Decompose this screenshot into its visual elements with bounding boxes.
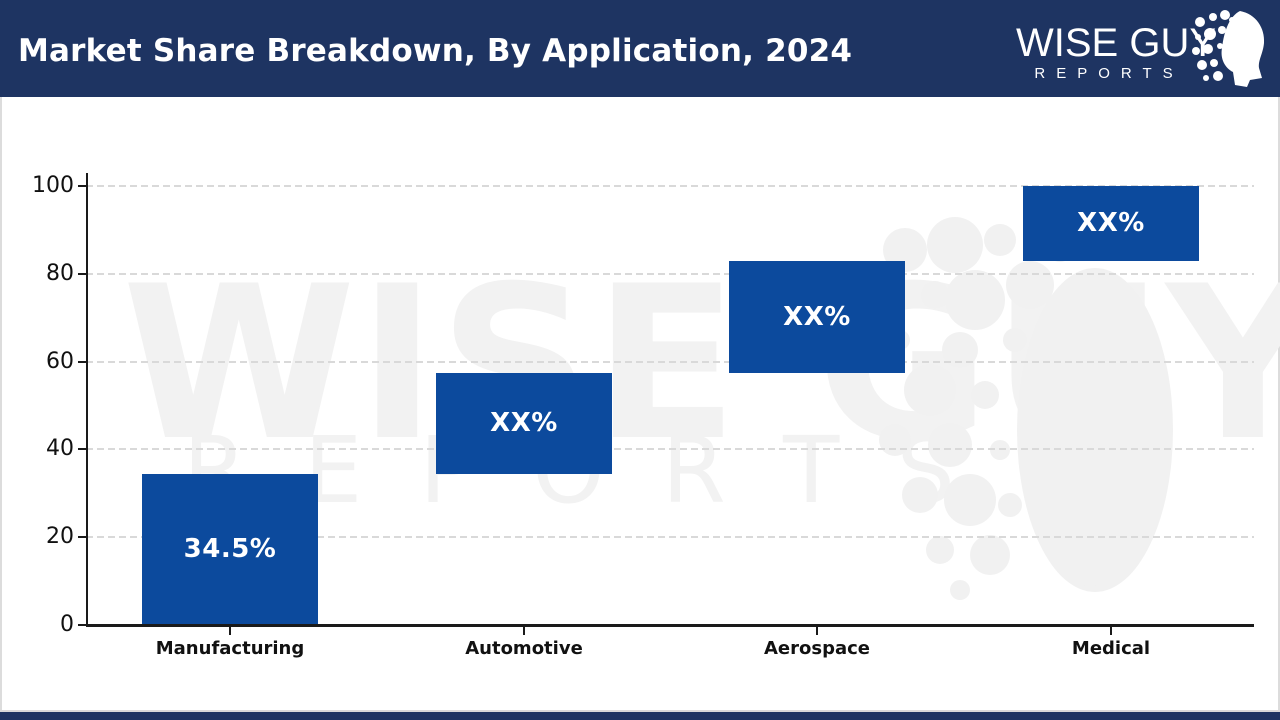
- bar-value-label: XX%: [1077, 208, 1145, 239]
- y-tick-label-40: 40: [46, 436, 74, 462]
- logo-dotted-head-icon: [1192, 10, 1265, 87]
- bottom-hairline: [0, 710, 1280, 712]
- x-tick-aerospace: [816, 626, 818, 635]
- gridline-80: [86, 272, 1254, 275]
- y-tick-label-60: 60: [46, 348, 74, 374]
- watermark-dotted-head-icon: [879, 217, 1173, 600]
- x-category-label-automotive: Automotive: [465, 638, 583, 659]
- footer-bar: [0, 712, 1280, 720]
- bar-value-label: 34.5%: [183, 534, 277, 565]
- y-tick-100: [78, 185, 86, 187]
- brand-subtitle: REPORTS: [1034, 65, 1184, 82]
- y-axis-spine: [86, 173, 88, 627]
- y-tick-label-0: 0: [60, 612, 74, 637]
- y-tick-label-80: 80: [46, 260, 74, 286]
- bar-value-label: XX%: [783, 301, 851, 332]
- brand-name: WISE GUY: [1016, 21, 1217, 65]
- bar-medical: XX%: [1023, 186, 1199, 261]
- brand-logo-text: WISE GUY REPORTS: [1016, 21, 1217, 82]
- y-tick-label-100: 100: [32, 173, 74, 198]
- y-tick-20: [78, 536, 86, 539]
- y-tick-60: [78, 360, 86, 363]
- gridline-20: [86, 536, 1254, 539]
- bar-manufacturing: 34.5%: [142, 473, 318, 625]
- y-tick-40: [78, 448, 86, 451]
- y-tick-0: [78, 624, 86, 626]
- x-category-label-manufacturing: Manufacturing: [155, 638, 305, 659]
- x-category-label-medical: Medical: [1071, 638, 1151, 659]
- gridline-60: [86, 360, 1254, 363]
- gridline-40: [86, 448, 1254, 451]
- brand-logo: WISE GUY REPORTS: [1016, 6, 1266, 92]
- gridline-100: [86, 185, 1254, 187]
- bar-aerospace: XX%: [729, 260, 905, 373]
- y-tick-label-20: 20: [46, 524, 74, 550]
- bar-value-label: XX%: [490, 408, 558, 439]
- x-category-label-aerospace: Aerospace: [763, 638, 870, 659]
- x-axis-spine: [86, 624, 1254, 627]
- x-tick-medical: [1110, 626, 1112, 635]
- chart-title: Market Share Breakdown, By Application, …: [18, 33, 853, 69]
- header-bar: Market Share Breakdown, By Application, …: [0, 0, 1280, 97]
- bar-automotive: XX%: [436, 372, 612, 474]
- y-tick-80: [78, 272, 86, 275]
- x-tick-automotive: [523, 626, 525, 635]
- x-tick-manufacturing: [229, 626, 231, 635]
